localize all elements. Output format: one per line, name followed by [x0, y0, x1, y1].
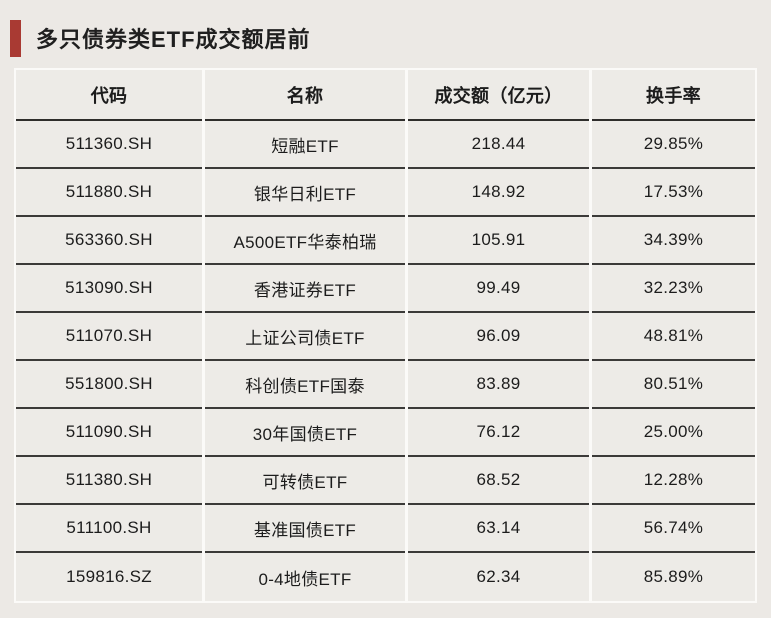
- header-turnover-rate: 换手率: [592, 70, 755, 121]
- table-row: 511380.SH 可转债ETF 68.52 12.28%: [16, 457, 755, 505]
- turnover-cell: 63.14: [408, 505, 589, 553]
- name-cell: 香港证券ETF: [205, 265, 405, 313]
- table-header-row: 代码 名称 成交额（亿元） 换手率: [16, 70, 755, 121]
- turnover-cell: 96.09: [408, 313, 589, 361]
- code-cell: 563360.SH: [16, 217, 202, 265]
- turnover-cell: 62.34: [408, 553, 589, 601]
- turnover-cell: 218.44: [408, 121, 589, 169]
- turnover-rate-cell: 56.74%: [592, 505, 755, 553]
- name-cell: A500ETF华泰柏瑞: [205, 217, 405, 265]
- turnover-rate-cell: 32.23%: [592, 265, 755, 313]
- turnover-rate-cell: 29.85%: [592, 121, 755, 169]
- table-row: 513090.SH 香港证券ETF 99.49 32.23%: [16, 265, 755, 313]
- name-cell: 基准国债ETF: [205, 505, 405, 553]
- turnover-rate-cell: 17.53%: [592, 169, 755, 217]
- page-title: 多只债券类ETF成交额居前: [36, 27, 311, 52]
- table-row: 511090.SH 30年国债ETF 76.12 25.00%: [16, 409, 755, 457]
- code-cell: 511090.SH: [16, 409, 202, 457]
- table-body: 511360.SH 短融ETF 218.44 29.85% 511880.SH 银华日利E…: [16, 121, 755, 601]
- turnover-cell: 105.91: [408, 217, 589, 265]
- turnover-cell: 76.12: [408, 409, 589, 457]
- code-cell: 159816.SZ: [16, 553, 202, 601]
- turnover-cell: 83.89: [408, 361, 589, 409]
- code-cell: 511880.SH: [16, 169, 202, 217]
- title-bar: 多只债券类ETF成交额居前: [0, 0, 771, 57]
- code-cell: 511360.SH: [16, 121, 202, 169]
- name-cell: 短融ETF: [205, 121, 405, 169]
- header-name: 名称: [205, 70, 405, 121]
- table-row: 159816.SZ 0-4地债ETF 62.34 85.89%: [16, 553, 755, 601]
- name-cell: 科创债ETF国泰: [205, 361, 405, 409]
- name-cell: 30年国债ETF: [205, 409, 405, 457]
- table-row: 511100.SH 基准国债ETF 63.14 56.74%: [16, 505, 755, 553]
- header-turnover: 成交额（亿元）: [408, 70, 589, 121]
- table-row: 511880.SH 银华日利ETF 148.92 17.53%: [16, 169, 755, 217]
- name-cell: 可转债ETF: [205, 457, 405, 505]
- code-cell: 511070.SH: [16, 313, 202, 361]
- turnover-cell: 99.49: [408, 265, 589, 313]
- turnover-rate-cell: 48.81%: [592, 313, 755, 361]
- code-cell: 511380.SH: [16, 457, 202, 505]
- table-row: 563360.SH A500ETF华泰柏瑞 105.91 34.39%: [16, 217, 755, 265]
- turnover-rate-cell: 85.89%: [592, 553, 755, 601]
- accent-bar-icon: [10, 19, 21, 57]
- table-row: 511070.SH 上证公司债ETF 96.09 48.81%: [16, 313, 755, 361]
- etf-table: 代码 名称 成交额（亿元） 换手率 511360.SH 短融ETF 218.44 29…: [14, 68, 757, 603]
- turnover-rate-cell: 80.51%: [592, 361, 755, 409]
- code-cell: 551800.SH: [16, 361, 202, 409]
- header-code: 代码: [16, 70, 202, 121]
- name-cell: 0-4地债ETF: [205, 553, 405, 601]
- name-cell: 银华日利ETF: [205, 169, 405, 217]
- code-cell: 513090.SH: [16, 265, 202, 313]
- table-row: 551800.SH 科创债ETF国泰 83.89 80.51%: [16, 361, 755, 409]
- turnover-rate-cell: 34.39%: [592, 217, 755, 265]
- turnover-cell: 148.92: [408, 169, 589, 217]
- table-row: 511360.SH 短融ETF 218.44 29.85%: [16, 121, 755, 169]
- turnover-rate-cell: 25.00%: [592, 409, 755, 457]
- turnover-rate-cell: 12.28%: [592, 457, 755, 505]
- name-cell: 上证公司债ETF: [205, 313, 405, 361]
- code-cell: 511100.SH: [16, 505, 202, 553]
- turnover-cell: 68.52: [408, 457, 589, 505]
